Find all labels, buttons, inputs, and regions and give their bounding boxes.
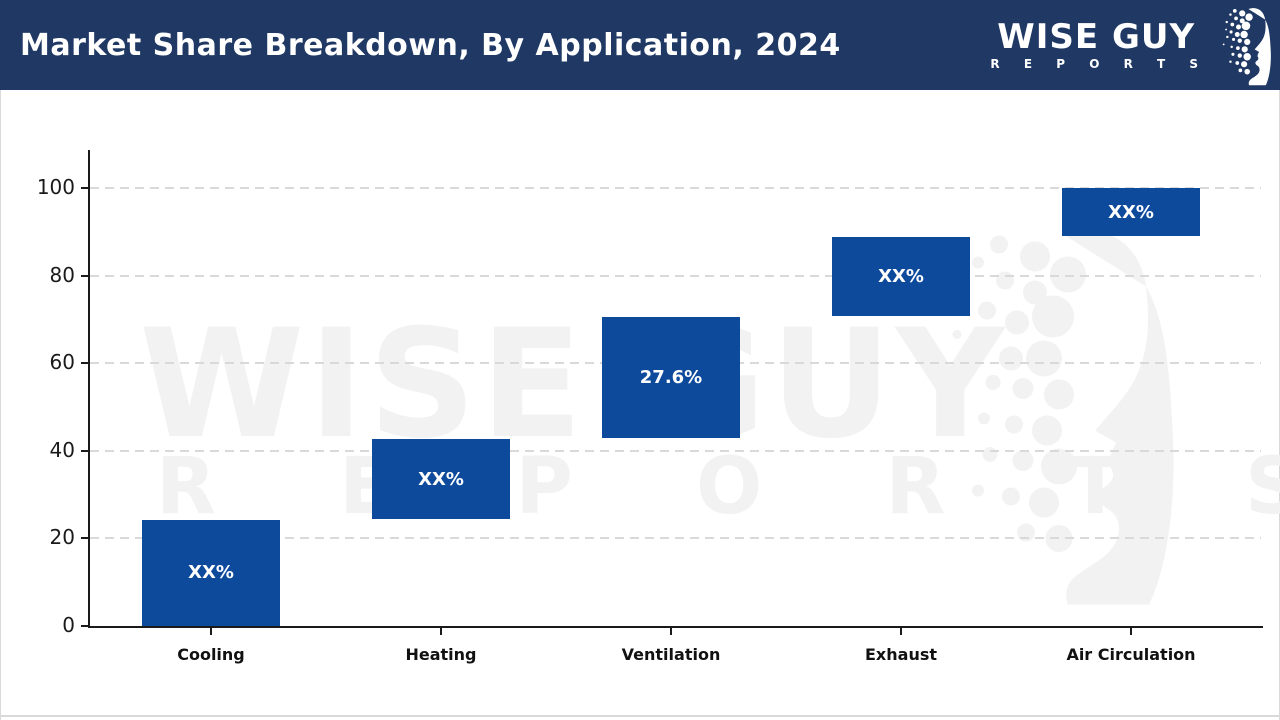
y-tick-label-60: 60: [49, 350, 75, 375]
bar-exhaust: XX%: [832, 237, 970, 316]
bar-value-label-exhaust: XX%: [878, 265, 924, 287]
logo-text-main: WISE GUY: [997, 17, 1196, 57]
x-category-label-ventilation: Ventilation: [621, 645, 721, 664]
x-category-label-cooling: Cooling: [177, 645, 245, 664]
watermark-text-sub: R E P O R T S: [156, 442, 1280, 532]
bar-cooling: XX%: [142, 519, 280, 626]
logo-text: WISE GUY R E P O R T S: [984, 19, 1208, 71]
y-tick-60: [81, 362, 90, 365]
plot-area: 0 20 40 60 80 100 XX% Cooling XX% Heating 27.6% Ven…: [37, 150, 1263, 664]
x-tick-ventilation: [670, 628, 672, 635]
gridline-100: [90, 187, 1261, 189]
x-tick-cooling: [210, 628, 212, 635]
bar-air-circulation: XX%: [1062, 188, 1200, 237]
y-axis-line: [88, 150, 90, 628]
x-tick-exhaust: [900, 628, 902, 635]
y-tick-20: [81, 537, 90, 540]
wiseguy-face-icon: [1210, 4, 1272, 86]
x-axis-line: [88, 626, 1263, 628]
bar-heating: XX%: [372, 439, 510, 520]
gridline-40: [90, 449, 1261, 452]
gridline-80: [90, 274, 1261, 277]
y-tick-label-80: 80: [49, 262, 75, 287]
logo-wiseguy: WISE GUY R E P O R T S: [984, 0, 1272, 90]
y-tick-0: [81, 625, 90, 627]
header-bar: Market Share Breakdown, By Application, …: [0, 0, 1280, 90]
x-tick-air-circulation: [1130, 628, 1132, 635]
page-title: Market Share Breakdown, By Application, …: [20, 27, 841, 63]
x-category-label-heating: Heating: [405, 645, 477, 664]
y-tick-40: [81, 449, 90, 452]
gridline-20: [90, 537, 1261, 540]
bar-value-label-cooling: XX%: [188, 562, 234, 584]
watermark-text-main: WISE GUY: [139, 298, 1009, 472]
x-tick-heating: [440, 628, 442, 635]
watermark-face-icon: [879, 212, 1179, 611]
logo-text-sub: R E P O R T S: [990, 57, 1208, 71]
y-tick-100: [81, 187, 90, 189]
bar-value-label-ventilation: 27.6%: [639, 367, 703, 389]
y-tick-80: [81, 274, 90, 277]
x-category-label-exhaust: Exhaust: [865, 645, 937, 664]
bar-value-label-heating: XX%: [418, 468, 464, 490]
bar-ventilation: 27.6%: [602, 317, 740, 439]
y-tick-label-0: 0: [62, 613, 75, 637]
y-tick-label-100: 100: [36, 175, 75, 199]
chart-figure: WISE GUY R E P O R T S 0 20 40 60 80 100 XX% Co…: [0, 90, 1280, 720]
x-category-label-air-circulation: Air Circulation: [1066, 645, 1196, 664]
y-tick-label-40: 40: [49, 437, 75, 462]
bar-value-label-air-circulation: XX%: [1108, 201, 1154, 223]
figure-bottom-edge: [1, 715, 1280, 717]
y-tick-label-20: 20: [49, 525, 75, 550]
